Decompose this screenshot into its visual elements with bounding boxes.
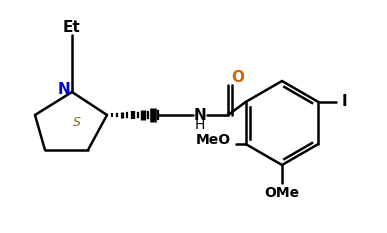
Text: OMe: OMe <box>264 186 300 200</box>
Text: N: N <box>58 82 70 96</box>
Text: I: I <box>342 95 347 110</box>
Text: O: O <box>231 69 245 85</box>
Text: Et: Et <box>63 21 81 35</box>
Text: S: S <box>73 116 81 129</box>
Text: N: N <box>194 107 206 123</box>
Text: H: H <box>195 118 205 132</box>
Text: MeO: MeO <box>196 133 231 147</box>
